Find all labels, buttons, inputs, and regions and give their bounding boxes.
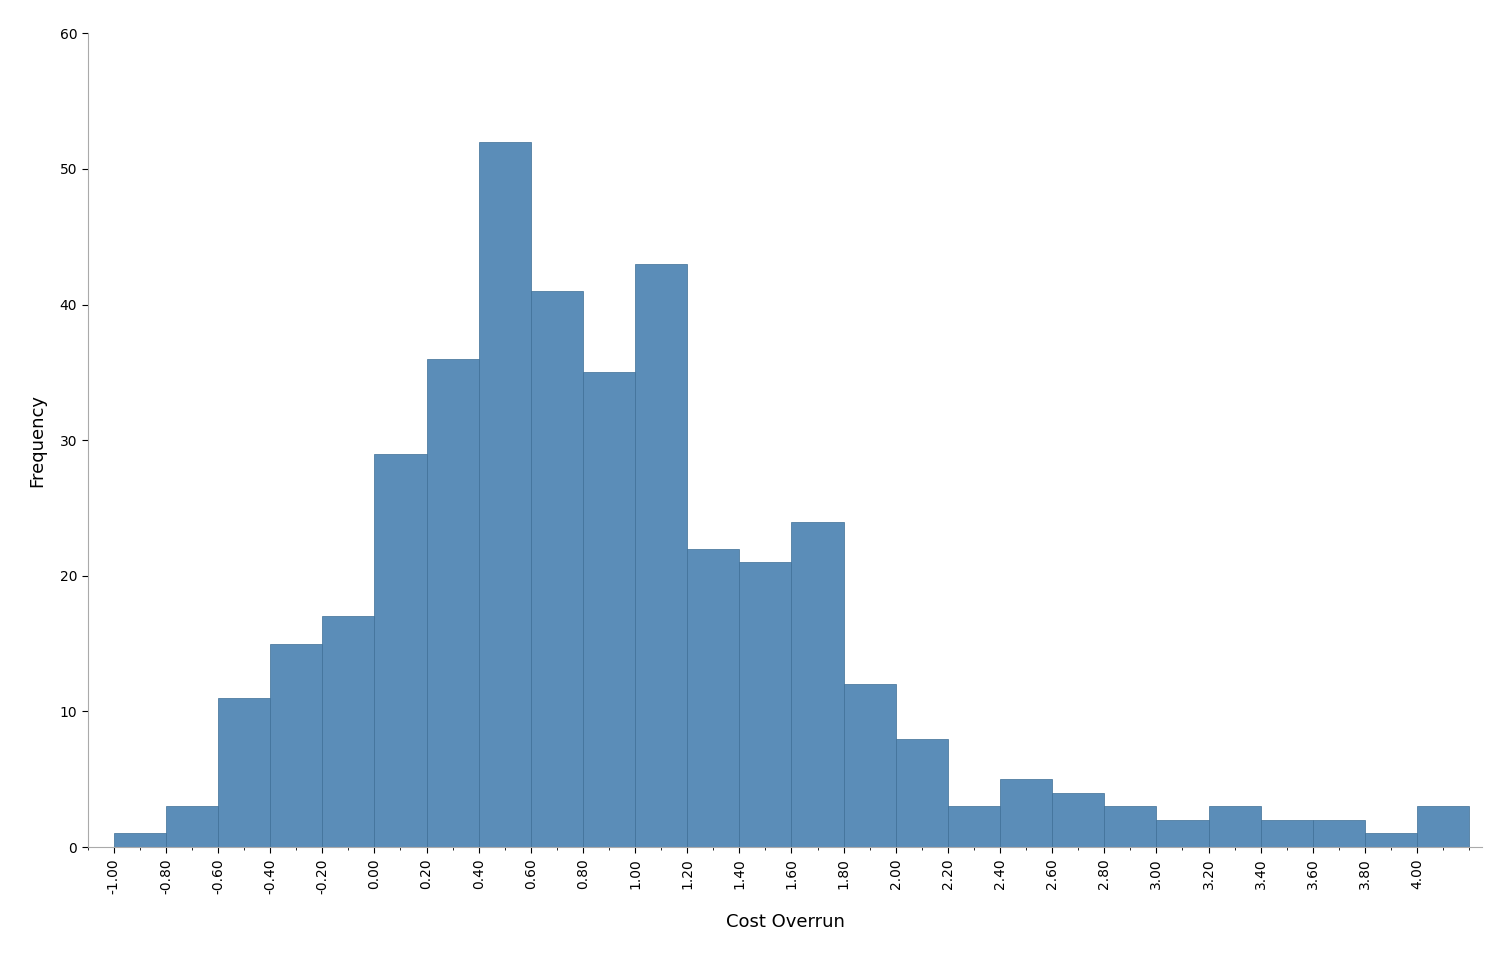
Bar (1208, 807, 1261, 847)
X-axis label: Cost Overrun: Cost Overrun (725, 913, 844, 931)
Bar (636, 264, 687, 847)
Bar (1157, 820, 1208, 847)
Bar (426, 359, 479, 847)
Bar (583, 372, 636, 847)
Y-axis label: Frequency: Frequency (27, 393, 45, 486)
Bar (113, 833, 166, 847)
Bar (166, 807, 217, 847)
Bar (1261, 820, 1312, 847)
Bar (1365, 833, 1416, 847)
Bar (740, 562, 791, 847)
Bar (1312, 820, 1365, 847)
Bar (270, 643, 322, 847)
Bar (948, 807, 1000, 847)
Bar (479, 142, 532, 847)
Bar (1052, 793, 1104, 847)
Bar (322, 617, 374, 847)
Bar (791, 522, 844, 847)
Bar (895, 738, 948, 847)
Bar (844, 685, 895, 847)
Bar (1104, 807, 1157, 847)
Bar (1416, 807, 1469, 847)
Bar (1000, 780, 1052, 847)
Bar (687, 549, 740, 847)
Bar (532, 291, 583, 847)
Bar (217, 698, 270, 847)
Bar (374, 454, 426, 847)
